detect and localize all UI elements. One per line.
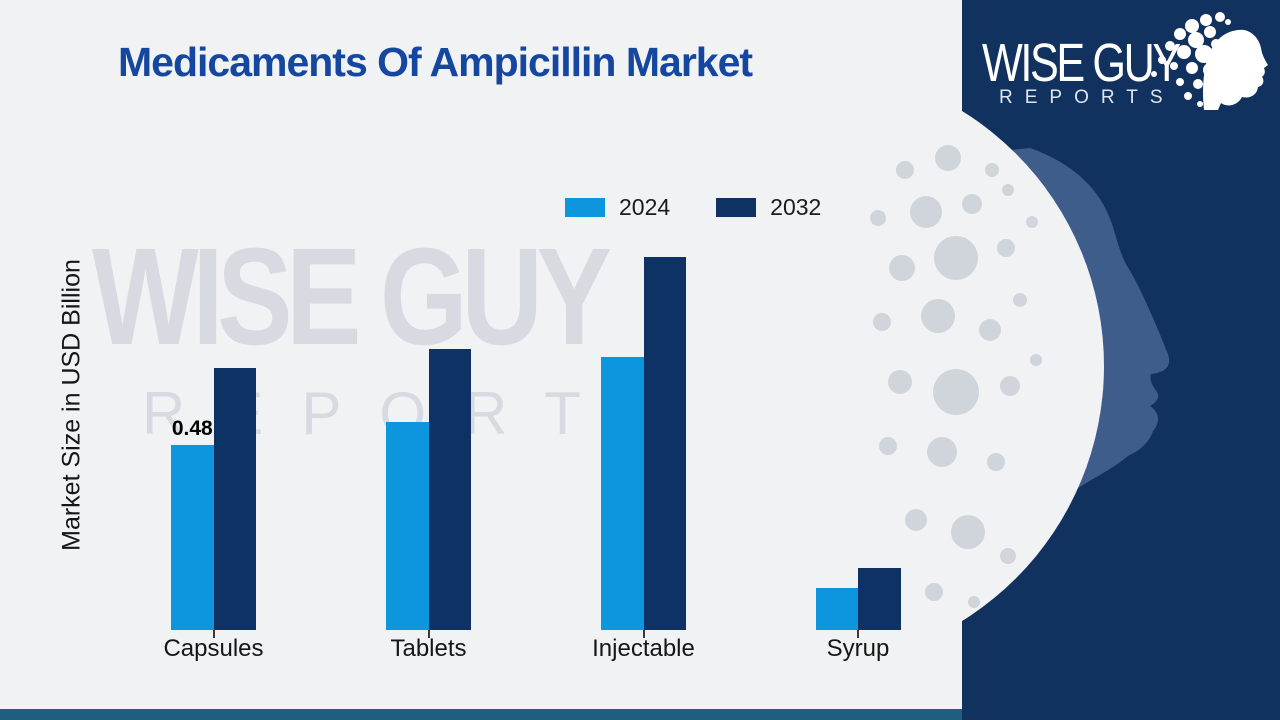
category-label-capsules: Capsules xyxy=(163,635,264,662)
legend-item-2032: 2032 xyxy=(716,194,821,221)
bar-capsules-2024 xyxy=(171,445,214,630)
legend-swatch-2024 xyxy=(565,198,605,217)
footer-strip xyxy=(0,709,1280,720)
x-axis-tick xyxy=(642,630,645,638)
bar-injectable-2032 xyxy=(643,257,686,630)
watermark-brand-name: WISE GUY xyxy=(92,220,612,374)
bar-value-label: 0.48 xyxy=(171,417,213,440)
x-axis-tick xyxy=(857,630,859,638)
legend-label-2032: 2032 xyxy=(770,194,822,220)
category-label-syrup: Syrup xyxy=(826,635,890,662)
chart-title: Medicaments Of Ampicillin Market xyxy=(118,39,753,85)
bar-syrup-2024 xyxy=(815,588,858,630)
legend-swatch-2032 xyxy=(716,198,757,217)
category-label-tablets: Tablets xyxy=(390,635,467,662)
x-axis-tick xyxy=(427,630,430,638)
bar-syrup-2032 xyxy=(858,568,901,630)
legend-label-2024: 2024 xyxy=(619,194,671,220)
category-label-injectable: Injectable xyxy=(592,635,695,662)
x-axis-tick xyxy=(212,630,215,638)
bar-injectable-2024 xyxy=(601,357,644,630)
bar-tablets-2032 xyxy=(428,349,471,630)
bar-capsules-2032 xyxy=(213,368,256,630)
legend: 2024 2032 xyxy=(565,194,821,221)
legend-item-2024: 2024 xyxy=(565,194,670,221)
bar-tablets-2024 xyxy=(386,422,429,630)
